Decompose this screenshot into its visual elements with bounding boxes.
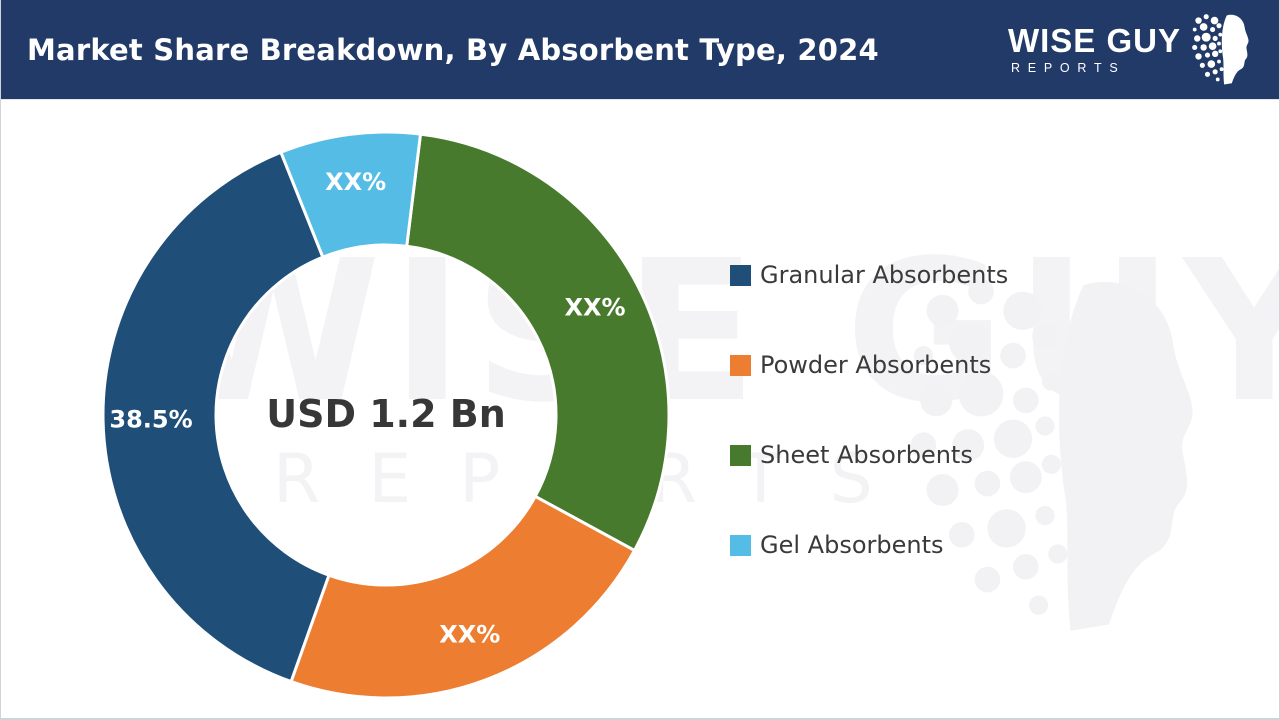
legend-swatch-powder	[730, 354, 751, 376]
segment-value-label: XX%	[439, 621, 500, 649]
legend-swatch-granular	[730, 264, 751, 286]
logo-wiseguy-text: WISE GUY	[1007, 22, 1181, 59]
segment-value-label: 38.5%	[109, 406, 192, 434]
brand-logo: WISE GUY REPORTS	[1008, 11, 1251, 89]
segment-value-label: XX%	[325, 168, 386, 196]
legend-label: Powder Absorbents	[760, 351, 992, 379]
dotted-head-icon	[1187, 11, 1251, 89]
donut-center-value: USD 1.2 Bn	[266, 392, 506, 436]
legend-item-gel: Gel Absorbents	[730, 530, 944, 560]
legend-swatch-gel	[730, 534, 751, 556]
donut-segment-granular-absorbents	[101, 150, 331, 684]
brand-logo-text: WISE GUY REPORTS	[1007, 22, 1181, 76]
donut-segment-sheet-absorbents	[405, 132, 671, 552]
legend-label: Sheet Absorbents	[760, 441, 973, 469]
legend-item-powder: Powder Absorbents	[730, 350, 991, 380]
logo-reports-text: REPORTS	[1010, 61, 1126, 75]
page-title: Market Share Breakdown, By Absorbent Typ…	[27, 32, 879, 67]
legend-item-granular: Granular Absorbents	[730, 260, 1008, 290]
donut-segment-powder-absorbents	[289, 494, 636, 700]
legend-item-sheet: Sheet Absorbents	[730, 440, 973, 470]
legend-swatch-sheet	[730, 444, 751, 466]
donut-segment-gel-absorbents	[279, 130, 422, 259]
header-bar: Market Share Breakdown, By Absorbent Typ…	[1, 0, 1279, 100]
legend-label: Gel Absorbents	[760, 531, 944, 559]
legend-label: Granular Absorbents	[760, 261, 1009, 289]
segment-value-label: XX%	[564, 294, 625, 322]
donut-chart: XX% XX% 38.5% XX%	[101, 130, 671, 700]
